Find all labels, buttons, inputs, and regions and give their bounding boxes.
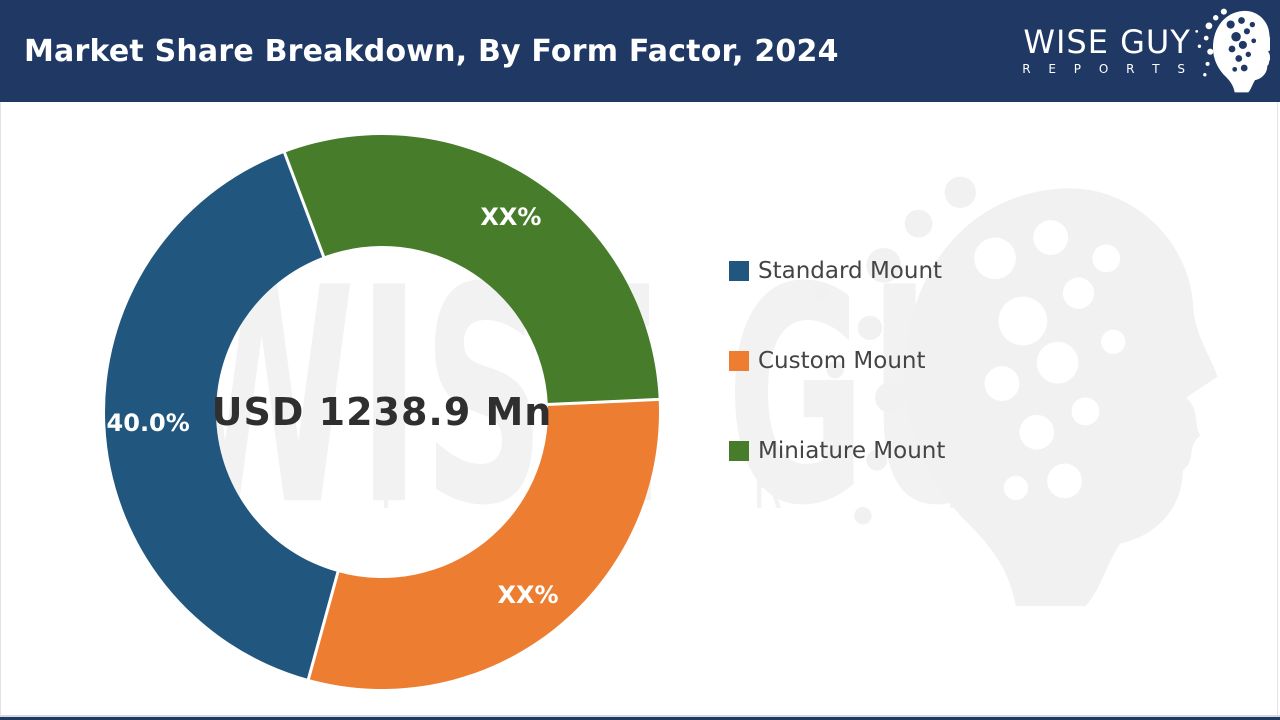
- chart-center-value: USD 1238.9 Mn: [211, 390, 553, 434]
- slice-separator: [306, 565, 341, 683]
- legend-item-standard-mount: Standard Mount: [729, 258, 942, 284]
- legend-swatch-miniature-mount: [729, 441, 749, 461]
- slice-label-standard-mount: 40.0%: [106, 408, 190, 437]
- logo-subtext: R E P O R T S: [1022, 61, 1192, 76]
- header-bar: Market Share Breakdown, By Form Factor, …: [0, 0, 1280, 102]
- brand-logo: WISE GUY R E P O R T S: [1022, 0, 1270, 102]
- donut-slice: [284, 135, 659, 405]
- legend-label: Standard Mount: [758, 258, 943, 284]
- slice-label-custom-mount: XX%: [497, 580, 559, 609]
- chart-canvas: [0, 102, 1278, 715]
- footer-accent-bar: [0, 717, 1280, 720]
- slice-separator: [541, 397, 662, 407]
- legend-swatch-standard-mount: [729, 261, 749, 281]
- footer-divider: [0, 715, 1280, 717]
- slice-label-miniature-mount: XX%: [480, 202, 542, 231]
- legend-item-custom-mount: Custom Mount: [729, 348, 926, 374]
- legend-label: Custom Mount: [758, 348, 926, 374]
- logo-head-icon: [1195, 8, 1270, 93]
- legend-label: Miniature Mount: [758, 438, 946, 464]
- donut-slice: [308, 399, 659, 689]
- watermark-head-graphic: [814, 176, 1218, 607]
- page-title: Market Share Breakdown, By Form Factor, …: [24, 33, 839, 69]
- legend-item-miniature-mount: Miniature Mount: [729, 438, 945, 464]
- logo-wordmark: WISE GUY: [1023, 23, 1191, 62]
- donut-slice: [104, 152, 338, 680]
- legend-swatch-custom-mount: [729, 351, 749, 371]
- slice-separator: [282, 149, 328, 263]
